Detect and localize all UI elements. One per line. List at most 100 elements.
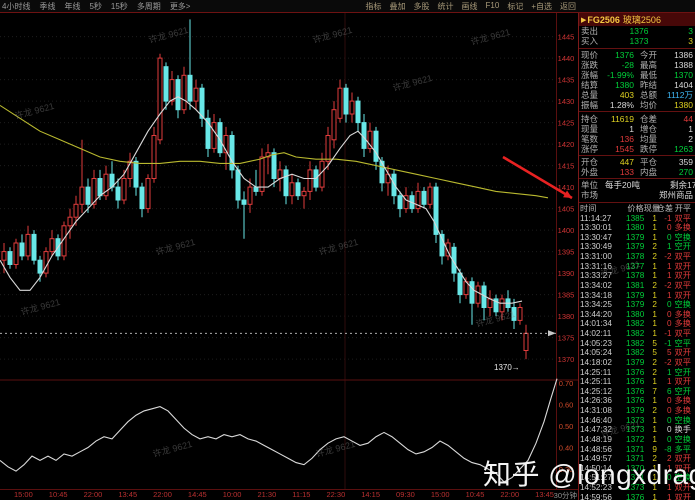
candle-down — [31, 233, 37, 261]
candle-down — [229, 135, 235, 171]
quote-value-1: 403 — [619, 90, 634, 101]
tick-time: 14:25:11 — [580, 377, 612, 387]
toolbar-period-item-2[interactable]: 年线 — [64, 2, 81, 11]
candle-up — [151, 135, 157, 179]
time-tick-4: 22:00 — [153, 490, 172, 499]
candle-up — [169, 79, 175, 102]
tick-oi-change: 0 — [666, 434, 672, 444]
toolbar-tool-item-7[interactable]: +自选 — [531, 2, 552, 11]
candlestick-chart[interactable]: 1445 1440 1435 1430 1425 1420 1415 1410 1405 1400… — [0, 13, 578, 490]
quote-value-2: 1 — [688, 123, 693, 134]
price-tick-label: 1385 — [558, 291, 575, 300]
tick-price: 1379 — [626, 232, 645, 242]
tick-row-5: 13:31:16 1377 1 1 双开 — [579, 261, 695, 271]
tick-openclose: 换手 — [674, 425, 691, 435]
tick-oi-change: -1 — [664, 329, 672, 338]
toolbar-tool-item-5[interactable]: F10 — [485, 1, 500, 10]
bid-row-price: 1373 — [629, 36, 649, 47]
tick-oi-change: 0 — [666, 319, 672, 329]
bid-row: 买入 1373 3 — [579, 36, 695, 46]
candle-up — [145, 178, 151, 210]
quote-value-2: 1380 — [674, 100, 693, 111]
toolbar-tool-item-8[interactable]: 返回 — [560, 2, 576, 11]
price-tick-label: 1405 — [558, 205, 575, 214]
last-price-marker — [548, 330, 556, 337]
toolbar-period-item-5[interactable]: 多周期 — [136, 2, 161, 11]
quote-panel: ▶ FG2506 玻璃2506 卖出 1376 3 买入 1373 3 现价 1376 今开 13… — [578, 13, 695, 500]
toolbar-tool-item-6[interactable]: 标记 — [507, 2, 524, 11]
quote-row-涨跌: 涨跌 -28 最高 1388 — [579, 60, 695, 70]
tick-volume: 5 — [652, 338, 657, 348]
toolbar-period-item-0[interactable]: 4小时线 — [2, 2, 31, 11]
quote-value-2: 359 — [678, 157, 693, 168]
candle-down — [133, 160, 139, 188]
time-tick-13: 10:45 — [465, 490, 485, 499]
period-toolbar: 4小时线 季线 年线 5秒 15秒 多周期 更多> 指标 叠加 多股 统计 画线 F10 标记 +自选 返回 — [0, 0, 695, 13]
tick-oi-change: 1 — [666, 377, 672, 387]
tick-row-0: 11:14:27 1385 1 -1 双平 — [579, 213, 695, 223]
time-tick-15: 13:45 — [535, 490, 554, 499]
candle-up — [331, 109, 337, 141]
candle-up — [247, 186, 253, 205]
tick-oi-change: -2 — [664, 357, 672, 367]
tick-openclose: 双开 — [674, 454, 691, 464]
candle-up — [91, 178, 97, 205]
tick-openclose: 空换 — [674, 434, 691, 444]
quote-value-2: 1386 — [674, 49, 693, 60]
quote-row-振幅: 振幅 1.28% 均价 1380 — [579, 100, 695, 110]
tick-time: 14:05:24 — [580, 348, 612, 358]
quote-row-笔数: 笔数 136 均量 2 — [579, 134, 695, 144]
toolbar-period-item-4[interactable]: 15秒 — [110, 2, 128, 11]
tick-row-18: 14:25:12 1376 7 6 空开 — [579, 386, 695, 396]
tick-openclose: 双开 — [674, 348, 691, 358]
tick-volume: 1 — [652, 213, 657, 223]
toolbar-period-item-3[interactable]: 5秒 — [89, 2, 102, 11]
price-tick-label: 1375 — [558, 334, 575, 343]
quote-label-2: 最高 — [640, 59, 658, 70]
tick-row-11: 14:01:34 1382 1 0 多换 — [579, 319, 695, 329]
instrument-header[interactable]: ▶ FG2506 玻璃2506 — [579, 13, 695, 26]
tick-row-2: 13:30:47 1379 1 0 空换 — [579, 232, 695, 242]
candle-up — [49, 238, 55, 253]
tick-time: 13:30:01 — [580, 223, 612, 233]
tick-oi-change: 1 — [666, 261, 672, 271]
quote-label-2: 增仓 — [640, 123, 658, 134]
tick-price: 1382 — [626, 348, 645, 358]
candle-up — [415, 190, 421, 210]
tick-time: 14:49:57 — [580, 454, 612, 464]
tick-openclose: 双开 — [674, 290, 691, 300]
tick-volume: 2 — [652, 357, 657, 367]
tick-volume: 2 — [652, 252, 657, 261]
candle-up — [337, 87, 343, 119]
quote-value-2: 1263 — [674, 143, 693, 154]
candle-down — [493, 298, 499, 313]
candle-down — [511, 307, 517, 321]
toolbar-tool-item-0[interactable]: 指标 — [365, 2, 382, 11]
toolbar-tool-item-4[interactable]: 画线 — [461, 2, 478, 11]
tick-volume: 2 — [652, 406, 657, 415]
toolbar-tool-item-2[interactable]: 多股 — [413, 2, 430, 11]
toolbar-tool-item-3[interactable]: 统计 — [437, 2, 454, 11]
tick-oi-change: 0 — [666, 223, 672, 233]
candle-up — [427, 186, 433, 205]
toolbar-period-item-6[interactable]: 更多> — [169, 2, 191, 11]
candle-up — [1, 251, 7, 261]
tick-time: 13:34:18 — [580, 290, 612, 300]
toolbar-tool-item-1[interactable]: 叠加 — [389, 2, 406, 11]
tick-price: 1373 — [626, 483, 645, 492]
tick-table-header: 时间 价格 现量 仓差 开平 — [579, 204, 695, 214]
candle-up — [349, 100, 355, 115]
tick-row-7: 13:34:02 1381 2 -2 双平 — [579, 281, 695, 291]
quote-value-1: 136 — [619, 133, 634, 144]
tick-row-25: 14:49:57 1371 2 2 双开 — [579, 454, 695, 464]
tick-price: 1373 — [626, 415, 645, 425]
trend-arrow-annotation — [502, 155, 573, 200]
candle-down — [379, 160, 385, 184]
tick-time: 13:31:00 — [580, 252, 612, 261]
tick-row-28: 14:52:23 1373 1 1 双开 — [579, 483, 695, 493]
candle-up — [445, 242, 451, 257]
tick-header-4: 开平 — [674, 203, 692, 213]
candle-up — [475, 285, 481, 304]
tick-oi-change: 1 — [666, 492, 672, 500]
toolbar-period-item-1[interactable]: 季线 — [39, 2, 56, 11]
